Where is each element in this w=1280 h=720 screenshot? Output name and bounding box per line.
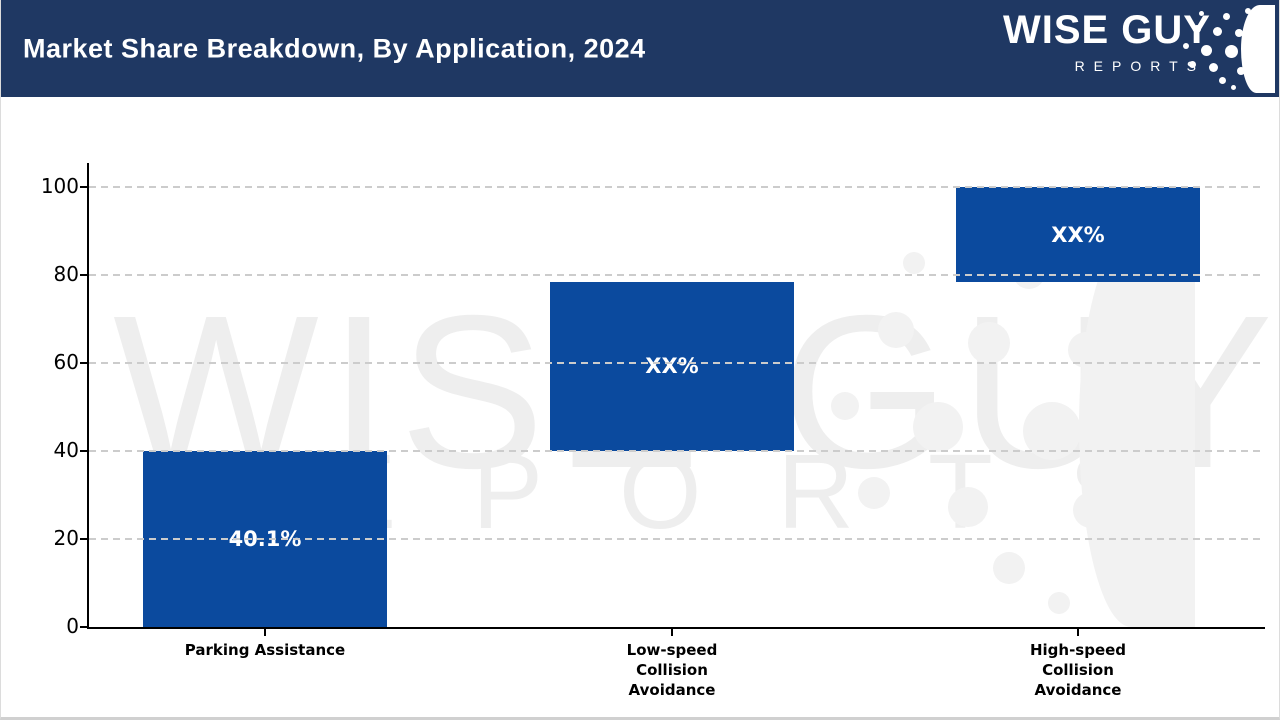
x-tick-mark	[264, 629, 266, 636]
y-tick-mark	[80, 362, 87, 364]
face-dot	[1183, 43, 1189, 49]
face-dot	[878, 312, 914, 348]
x-axis-label: Parking Assistance	[184, 641, 346, 659]
face-dot	[1209, 63, 1218, 72]
bar-high-speed-collision-avoidance[interactable]: XX%	[956, 187, 1200, 283]
face-dot	[903, 252, 925, 274]
face-dot	[1235, 29, 1243, 37]
gridline-60	[89, 362, 1263, 364]
x-axis-label: Low-speed Collision Avoidance	[626, 641, 718, 699]
logo-subtext: REPORTS	[1074, 58, 1205, 74]
y-tick-label: 0	[66, 614, 79, 638]
y-tick-label: 60	[53, 350, 79, 374]
face-dot	[948, 487, 988, 527]
y-tick-mark	[80, 186, 87, 188]
face-dot	[1189, 61, 1196, 68]
y-tick-mark	[80, 274, 87, 276]
gridline-40	[89, 450, 1263, 452]
x-axis-label: High-speed Collision Avoidance	[1029, 641, 1127, 699]
bar-value-label: XX%	[1051, 222, 1105, 247]
logo-wordmark: WISE GUY	[1002, 8, 1211, 52]
chart-title: Market Share Breakdown, By Application, …	[23, 33, 646, 63]
face-dot	[1231, 85, 1236, 90]
x-tick-mark	[671, 629, 673, 636]
face-dot	[1201, 45, 1212, 56]
bar-value-label: XX%	[645, 354, 699, 379]
gridline-20	[89, 538, 1263, 540]
x-tick-mark	[1077, 629, 1079, 636]
gridline-80	[89, 274, 1263, 276]
gridline-100	[89, 186, 1263, 188]
y-tick-mark	[80, 450, 87, 452]
face-dot	[1219, 77, 1226, 84]
face-dot	[1245, 8, 1251, 14]
y-tick-mark	[80, 626, 87, 628]
header-bar: Market Share Breakdown, By Application, …	[1, 0, 1279, 97]
face-dot	[1225, 45, 1238, 58]
bar-low-speed-collision-avoidance[interactable]: XX%	[550, 282, 794, 451]
face-dot	[1237, 67, 1245, 75]
face-dot	[858, 477, 890, 509]
face-dot	[913, 402, 963, 452]
x-axis-line	[87, 627, 1265, 629]
face-dot	[1223, 13, 1230, 20]
y-tick-label: 20	[53, 526, 79, 550]
face-profile	[1079, 222, 1195, 627]
y-tick-label: 80	[53, 262, 79, 286]
y-tick-mark	[80, 538, 87, 540]
face-dot	[968, 322, 1010, 364]
y-tick-label: 100	[40, 174, 79, 198]
face-dot	[831, 392, 859, 420]
face-dot	[1193, 25, 1201, 33]
watermark-face-icon	[823, 222, 1195, 632]
face-profile	[1241, 5, 1275, 93]
y-tick-label: 40	[53, 438, 79, 462]
y-axis-line	[87, 163, 89, 629]
face-dot	[993, 552, 1025, 584]
logo-face-icon	[1181, 5, 1275, 93]
face-dot	[1199, 11, 1204, 16]
face-dot	[1048, 592, 1070, 614]
face-dot	[1213, 27, 1222, 36]
